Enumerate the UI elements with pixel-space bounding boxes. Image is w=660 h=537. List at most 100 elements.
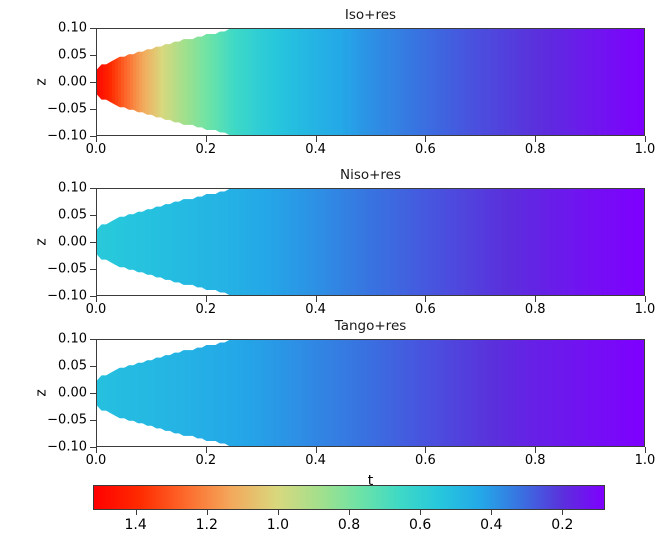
colorbar-tick xyxy=(349,510,350,515)
x-tick xyxy=(645,296,646,302)
x-tick xyxy=(96,447,97,453)
y-tick xyxy=(90,188,96,189)
colorbar-ticklabel: 1.0 xyxy=(266,517,290,533)
y-tick xyxy=(90,28,96,29)
panel-niso-res: Niso+res z 0.10 0.05 0.00 −0.05 −0.10 0.0 0.2 0… xyxy=(34,167,656,316)
x-tick xyxy=(315,447,317,453)
x-ticklabel: 1.0 xyxy=(634,142,656,157)
heatmap-mesh-niso-res xyxy=(97,189,644,295)
x-tick xyxy=(205,296,207,302)
x-tick xyxy=(535,296,537,302)
y-tick xyxy=(90,420,96,421)
panel-tango-res: Tango+res z t 0.10 0.05 0.00 −0.05 −0.10 0.0 0… xyxy=(34,318,656,488)
heatmap-mesh-iso-res xyxy=(97,29,644,135)
y-ticklabel: −0.10 xyxy=(47,128,87,144)
x-ticklabel: 0.8 xyxy=(524,453,546,468)
heatmap-mesh-tango-res xyxy=(97,340,644,446)
axes-iso-res xyxy=(96,28,645,136)
y-tick xyxy=(90,269,96,270)
x-tick xyxy=(96,136,97,142)
y-tick xyxy=(90,136,96,137)
x-tick xyxy=(315,136,317,142)
y-tick xyxy=(90,393,96,394)
y-ticklabel: 0.00 xyxy=(58,385,87,401)
y-ticklabel: 0.00 xyxy=(58,74,87,90)
x-ticklabel: 1.0 xyxy=(634,302,656,317)
x-ticklabel: 0.4 xyxy=(305,453,326,468)
colorbar-ticklabel: 0.4 xyxy=(480,517,503,533)
x-ticklabel: 0.0 xyxy=(85,302,107,317)
x-ticklabel: 0.4 xyxy=(305,302,326,317)
x-tick xyxy=(535,136,537,142)
axes-niso-res xyxy=(96,188,645,296)
colorbar: 1.4 1.2 1.0 0.8 0.6 0.4 0.2 xyxy=(93,485,605,532)
wedge-fill xyxy=(97,29,644,135)
axis-label-z-niso-res: z xyxy=(33,238,50,246)
heatmap-svg xyxy=(97,29,644,135)
x-ticklabel: 0.6 xyxy=(415,142,436,157)
colorbar-tick xyxy=(562,510,564,515)
y-tick xyxy=(90,215,96,216)
colorbar-tick xyxy=(491,510,493,515)
colorbar-tick xyxy=(206,510,208,515)
wedge-fill xyxy=(97,340,644,446)
y-ticklabel: −0.10 xyxy=(47,439,87,455)
x-tick xyxy=(425,136,427,142)
x-tick xyxy=(535,447,537,453)
axis-label-z-tango-res: z xyxy=(33,389,50,397)
y-ticklabel: 0.05 xyxy=(58,358,87,374)
y-tick xyxy=(90,339,96,340)
y-tick xyxy=(90,447,96,448)
x-tick xyxy=(425,447,427,453)
y-tick xyxy=(90,82,96,83)
y-ticklabel: 0.05 xyxy=(58,207,87,223)
x-ticklabel: 0.8 xyxy=(524,302,546,317)
y-ticklabel: −0.05 xyxy=(47,101,87,117)
panel-title-niso-res: Niso+res xyxy=(339,167,402,183)
x-tick xyxy=(96,296,97,302)
y-ticklabel: 0.10 xyxy=(58,180,87,196)
y-tick xyxy=(90,296,96,297)
x-ticklabel: 0.2 xyxy=(195,453,217,468)
y-tick xyxy=(90,242,96,243)
x-tick xyxy=(315,296,317,302)
colorbar-ticklabel: 1.2 xyxy=(195,517,218,533)
heatmap-svg xyxy=(97,189,644,295)
colorbar-ticklabel: 1.4 xyxy=(124,517,147,533)
colorbar-ticklabel: 0.6 xyxy=(408,517,432,533)
colorbar-tick xyxy=(420,510,422,515)
y-tick xyxy=(90,366,96,367)
x-ticklabel: 1.0 xyxy=(634,453,656,468)
colorbar-ticklabel: 0.8 xyxy=(337,517,361,533)
wedge-fill xyxy=(97,189,644,295)
y-ticklabel: 0.00 xyxy=(58,234,87,250)
x-ticklabel: 0.6 xyxy=(415,302,436,317)
x-ticklabel: 0.0 xyxy=(85,142,107,157)
colorbar-gradient xyxy=(93,485,605,510)
y-ticklabel: 0.05 xyxy=(58,47,87,63)
x-tick xyxy=(645,136,646,142)
x-ticklabel: 0.6 xyxy=(415,453,436,468)
x-tick xyxy=(205,136,207,142)
axis-label-t: t xyxy=(367,473,374,489)
x-tick xyxy=(425,296,427,302)
y-ticklabel: 0.10 xyxy=(58,331,87,347)
y-tick xyxy=(90,109,96,110)
colorbar-ticklabel: 0.2 xyxy=(551,517,574,533)
axes-tango-res xyxy=(96,339,645,447)
panel-title-iso-res: Iso+res xyxy=(344,7,397,23)
x-ticklabel: 0.8 xyxy=(524,142,546,157)
x-tick xyxy=(645,447,646,453)
colorbar-tick xyxy=(277,510,279,515)
panel-title-tango-res: Tango+res xyxy=(334,318,407,334)
heatmap-svg xyxy=(97,340,644,446)
y-ticklabel: −0.05 xyxy=(47,261,87,277)
x-ticklabel: 0.2 xyxy=(195,302,217,317)
y-ticklabel: −0.05 xyxy=(47,412,87,428)
x-tick xyxy=(205,447,207,453)
x-ticklabel: 0.0 xyxy=(85,453,107,468)
x-ticklabel: 0.2 xyxy=(195,142,217,157)
x-ticklabel: 0.4 xyxy=(305,142,326,157)
y-ticklabel: 0.10 xyxy=(58,20,87,36)
